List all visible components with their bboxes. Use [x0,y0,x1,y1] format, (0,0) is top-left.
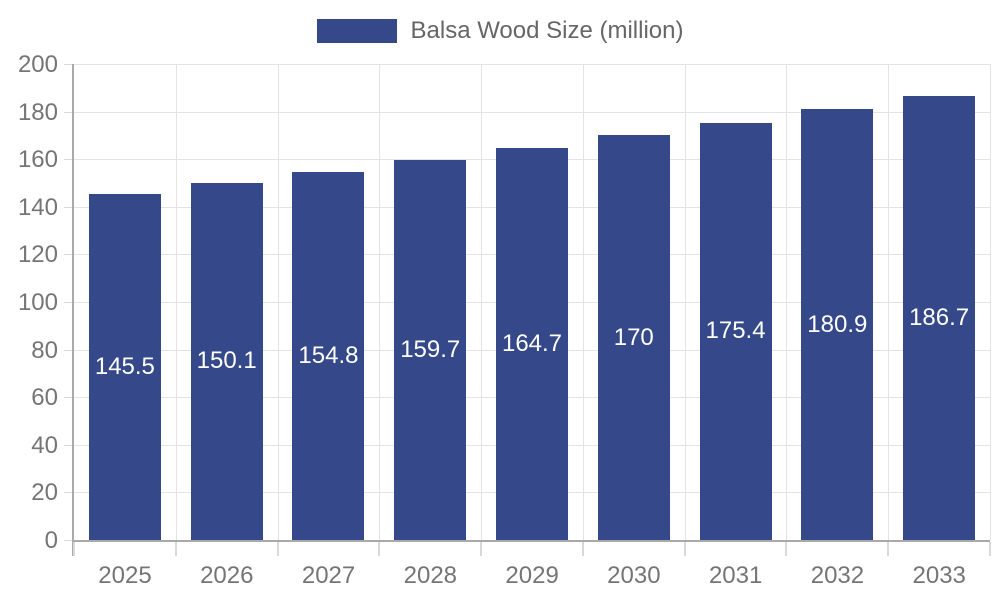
y-axis-tick [64,111,72,113]
x-axis-tick [174,542,177,556]
bar-value-label: 170 [613,323,654,351]
gridline-horizontal [74,64,990,65]
y-tick-label: 200 [17,51,58,78]
y-axis-tick [64,302,72,303]
x-tick-label: 2025 [98,562,152,589]
y-axis-line [72,64,74,556]
x-axis-tick [276,542,279,556]
y-axis-tick [64,492,72,494]
y-axis-tick [64,159,72,161]
gridline-vertical [481,64,483,540]
y-axis-tick [64,444,72,446]
y-tick-label: 40 [31,431,58,459]
y-tick-label: 60 [31,384,58,412]
x-tick-label: 2029 [505,562,559,589]
bar-2025[interactable]: 145.5 [88,193,161,540]
bar-value-label: 164.7 [501,329,563,357]
gridline-vertical [379,64,381,540]
gridline-vertical [582,64,584,540]
y-axis-tick [64,349,72,351]
x-axis-tick [683,542,686,556]
gridline-vertical [175,64,177,540]
x-tick-label: 2031 [708,562,763,589]
bar-2031[interactable]: 175.4 [699,122,772,540]
y-tick-label: 120 [17,241,58,269]
x-axis-tick [989,542,991,556]
bar-2026[interactable]: 150.1 [190,182,263,540]
x-axis-tick [378,542,381,556]
x-axis-tick [581,542,584,556]
bar-value-label: 186.7 [909,303,970,331]
x-tick-label: 2026 [200,562,254,589]
x-tick-label: 2030 [607,562,661,589]
x-axis-tick [73,542,75,556]
y-axis-tick [64,397,72,399]
legend-swatch [316,19,397,43]
bar-value-label: 180.9 [807,310,868,338]
x-tick-label: 2027 [301,562,356,589]
gridline-vertical [888,64,890,540]
bar-2029[interactable]: 164.7 [496,148,568,540]
gridline-vertical [786,64,788,540]
bar-value-label: 159.7 [400,335,461,363]
gridline-horizontal [74,111,990,113]
bar-2028[interactable]: 159.7 [394,159,467,540]
bar-2027[interactable]: 154.8 [292,171,365,540]
x-axis-tick [785,542,788,556]
y-tick-label: 140 [17,193,58,221]
gridline-vertical [277,64,279,540]
bar-value-label: 154.8 [298,341,359,369]
y-axis-tick [64,206,72,208]
legend[interactable]: Balsa Wood Size (million) [0,16,1000,46]
gridline-vertical [684,64,686,540]
legend-label: Balsa Wood Size (million) [410,17,684,44]
y-axis-tick [64,540,72,541]
x-tick-label: 2028 [403,562,458,589]
gridline-vertical [990,64,991,540]
x-axis-tick [887,542,890,556]
y-tick-label: 0 [44,527,58,554]
x-tick-label: 2032 [810,562,865,589]
bar-value-label: 150.1 [196,347,257,375]
bar-2030[interactable]: 170 [597,135,670,540]
x-axis-tick [480,542,483,556]
bar-2032[interactable]: 180.9 [801,109,874,540]
x-tick-label: 2033 [912,562,966,589]
y-axis-tick [64,254,72,256]
y-tick-label: 100 [17,289,58,316]
y-tick-label: 20 [31,479,58,507]
y-tick-label: 180 [17,98,58,126]
y-tick-label: 160 [17,146,58,174]
y-axis-tick [64,64,72,65]
bar-2033[interactable]: 186.7 [903,95,976,540]
bar-value-label: 145.5 [94,352,155,380]
x-axis-line [72,540,990,542]
bar-value-label: 175.4 [705,317,766,345]
y-tick-label: 80 [31,336,58,364]
